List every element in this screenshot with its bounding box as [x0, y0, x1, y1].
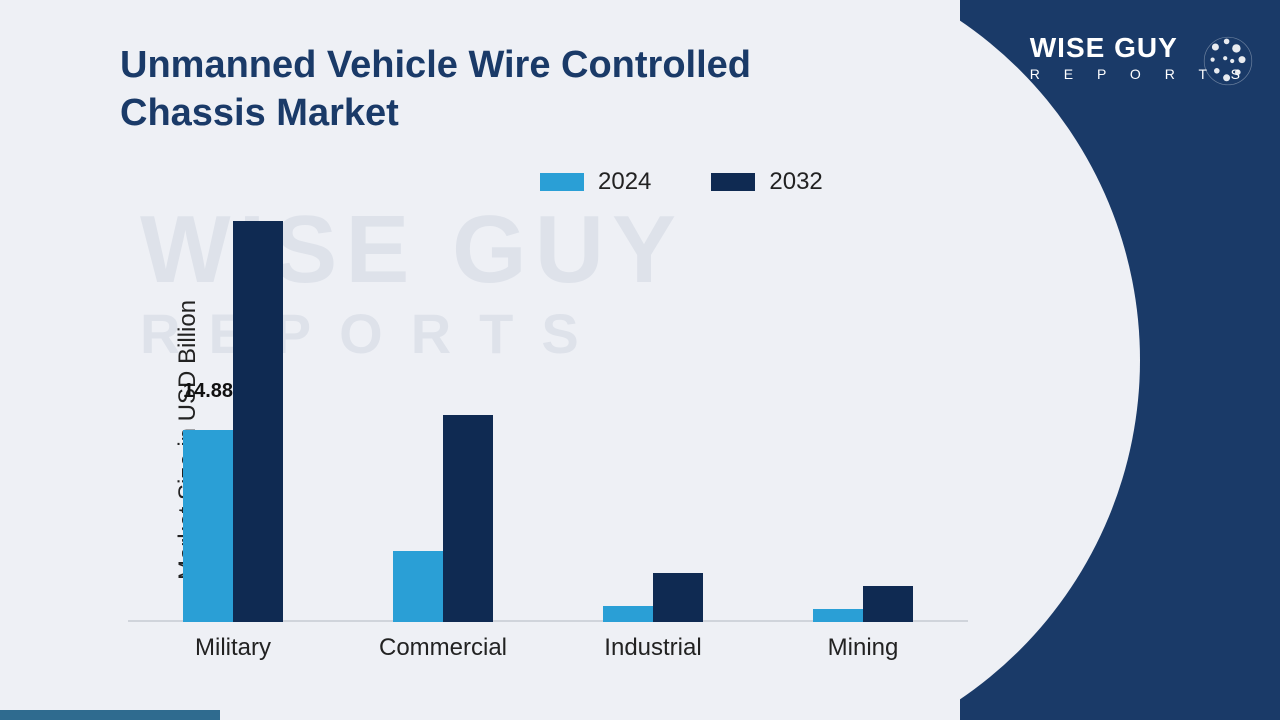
- bar: [393, 551, 443, 622]
- bottom-bar: [0, 710, 220, 720]
- value-label: 14.88: [183, 380, 233, 403]
- category-label: Mining: [828, 634, 899, 662]
- bar: [233, 221, 283, 622]
- legend: 2024 2032: [540, 168, 823, 196]
- legend-item: 2024: [540, 168, 651, 196]
- bar: [863, 586, 913, 622]
- bar: [183, 430, 233, 623]
- category-label: Industrial: [604, 634, 701, 662]
- legend-swatch: [540, 173, 584, 191]
- category-label: Commercial: [379, 634, 507, 662]
- chart-title: Unmanned Vehicle Wire Controlled Chassis…: [120, 42, 820, 137]
- plot-area: 14.88: [128, 208, 968, 622]
- bar: [603, 606, 653, 622]
- chart: Market Size in USD Billion 14.88 Militar…: [90, 200, 990, 680]
- x-axis: Military Commercial Industrial Mining: [128, 628, 968, 668]
- legend-label: 2024: [598, 168, 651, 196]
- bar: [653, 573, 703, 622]
- bar: [813, 609, 863, 622]
- logo: WISE GUY R E P O R T S: [1030, 32, 1250, 82]
- head-icon: [1186, 26, 1256, 96]
- page-root: WISE GUYREPORTS Unmanned Vehicle Wire Co…: [0, 0, 1280, 720]
- accent-panel: [960, 0, 1280, 720]
- legend-label: 2032: [769, 168, 822, 196]
- bar: [443, 415, 493, 622]
- legend-item: 2032: [711, 168, 822, 196]
- category-label: Military: [195, 634, 271, 662]
- legend-swatch: [711, 173, 755, 191]
